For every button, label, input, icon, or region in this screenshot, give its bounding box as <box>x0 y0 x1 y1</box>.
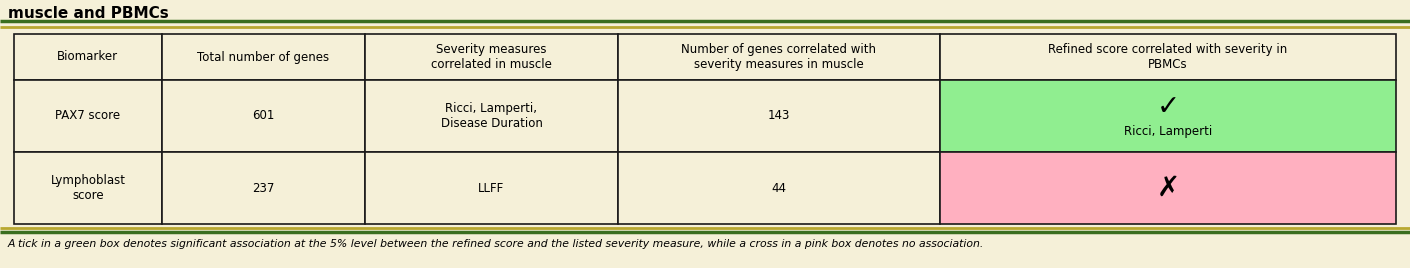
Text: A tick in a green box denotes significant association at the 5% level between th: A tick in a green box denotes significan… <box>8 239 984 249</box>
Text: Number of genes correlated with
severity measures in muscle: Number of genes correlated with severity… <box>681 43 877 71</box>
Bar <box>162 80 365 152</box>
Bar <box>162 152 365 224</box>
Bar <box>618 34 940 80</box>
Text: 44: 44 <box>771 181 787 195</box>
Bar <box>940 34 1396 80</box>
Bar <box>162 34 365 80</box>
Bar <box>365 34 618 80</box>
Text: Lymphoblast
score: Lymphoblast score <box>51 174 125 202</box>
Bar <box>14 152 162 224</box>
Text: ✗: ✗ <box>1156 174 1180 202</box>
Bar <box>365 80 618 152</box>
Text: 601: 601 <box>252 110 275 122</box>
Text: Ricci, Lamperti,
Disease Duration: Ricci, Lamperti, Disease Duration <box>440 102 543 130</box>
Text: Ricci, Lamperti: Ricci, Lamperti <box>1124 125 1213 138</box>
Bar <box>365 152 618 224</box>
Bar <box>14 34 162 80</box>
Text: Biomarker: Biomarker <box>58 50 118 64</box>
Text: Severity measures
correlated in muscle: Severity measures correlated in muscle <box>431 43 551 71</box>
Bar <box>618 152 940 224</box>
Bar <box>14 80 162 152</box>
Bar <box>940 152 1396 224</box>
Text: 237: 237 <box>252 181 275 195</box>
Text: ✓: ✓ <box>1156 93 1180 121</box>
Text: 143: 143 <box>768 110 790 122</box>
Bar <box>940 80 1396 152</box>
Bar <box>618 80 940 152</box>
Text: muscle and PBMCs: muscle and PBMCs <box>8 6 169 21</box>
Text: PAX7 score: PAX7 score <box>55 110 120 122</box>
Text: Refined score correlated with severity in
PBMCs: Refined score correlated with severity i… <box>1049 43 1287 71</box>
Text: LLFF: LLFF <box>478 181 505 195</box>
Text: Total number of genes: Total number of genes <box>197 50 330 64</box>
